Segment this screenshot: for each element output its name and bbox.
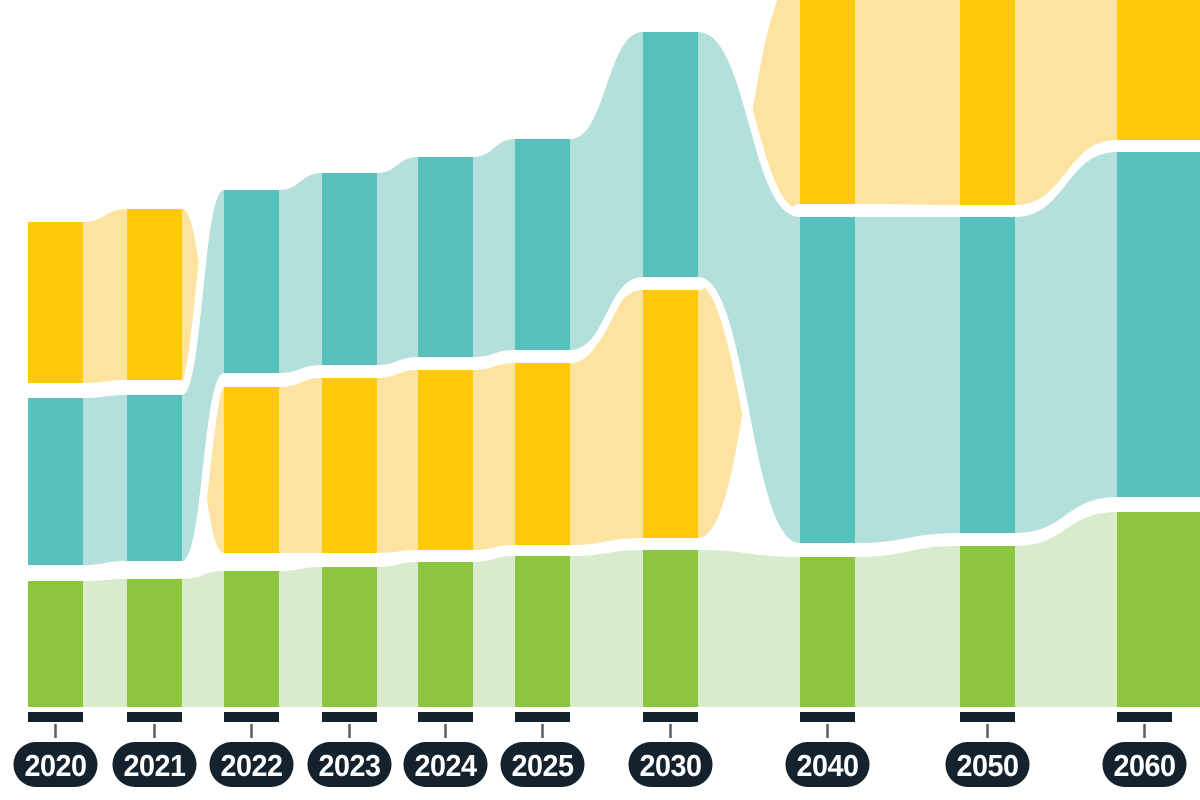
x-label-2020: 2020 (25, 748, 87, 783)
x-label-2040: 2040 (797, 748, 859, 783)
x-label-pill-2030 (628, 742, 713, 787)
x-label-2023: 2023 (319, 748, 381, 783)
x-label-pill-2021 (112, 742, 197, 787)
bar-2060-yellow (1117, 0, 1200, 140)
bar-2050-teal (960, 217, 1015, 533)
x-label-pill-2022 (209, 742, 294, 787)
bar-2050-green (960, 546, 1015, 707)
x-label-pill-2023 (307, 742, 392, 787)
axis-baseline-2025 (515, 712, 570, 722)
x-label-2050: 2050 (957, 748, 1019, 783)
flow-bands (20, 0, 1200, 715)
bar-2024-yellow (418, 370, 473, 550)
x-label-pill-2020 (13, 742, 98, 787)
axis-baseline-2050 (960, 712, 1015, 722)
bar-2023-green (322, 567, 377, 707)
bar-2040-green (800, 557, 855, 707)
x-label-pill-2050 (945, 742, 1030, 787)
axis-baseline-2020 (28, 712, 83, 722)
axis-baseline-2030 (643, 712, 698, 722)
bar-2030-green (643, 550, 698, 707)
axis-baseline-2024 (418, 712, 473, 722)
flow-band-green (28, 512, 1200, 707)
bar-2023-yellow (322, 378, 377, 553)
bar-2023-teal (322, 173, 377, 365)
flow-band-yellow (28, 0, 1200, 553)
bar-2060-green (1117, 512, 1200, 707)
bar-2020-yellow (28, 222, 83, 383)
bar-2040-yellow (800, 0, 855, 204)
x-label-2021: 2021 (124, 748, 186, 783)
bar-2020-teal (28, 398, 83, 565)
bar-2022-green (224, 571, 279, 707)
bar-2030-teal (643, 32, 698, 277)
x-label-pill-2024 (403, 742, 488, 787)
x-label-2030: 2030 (640, 748, 702, 783)
bar-2025-green (515, 556, 570, 707)
bar-2024-teal (418, 157, 473, 357)
bar-2022-teal (224, 190, 279, 373)
axis-baseline-2060 (1117, 712, 1172, 722)
x-label-pill-2040 (785, 742, 870, 787)
bar-2021-teal (127, 395, 182, 561)
bar-2025-teal (515, 139, 570, 350)
bar-2021-yellow (127, 209, 182, 380)
year-bars (28, 0, 1200, 707)
axis-baseline-2040 (800, 712, 855, 722)
x-label-pill-2025 (500, 742, 585, 787)
x-label-2025: 2025 (512, 748, 574, 783)
x-label-2060: 2060 (1114, 748, 1176, 783)
flow-band-teal (28, 32, 1200, 565)
axis-baseline-2021 (127, 712, 182, 722)
bar-2020-green (28, 581, 83, 707)
x-label-2024: 2024 (415, 748, 478, 783)
bar-2060-teal (1117, 152, 1200, 497)
bar-2050-yellow (960, 0, 1015, 205)
bar-2040-teal (800, 217, 855, 543)
axis-baseline-2023 (322, 712, 377, 722)
axis-baseline-2022 (224, 712, 279, 722)
bar-2022-yellow (224, 387, 279, 553)
bar-2024-green (418, 562, 473, 707)
bar-2021-green (127, 579, 182, 707)
bar-2025-yellow (515, 363, 570, 545)
bar-2030-yellow (643, 290, 698, 538)
x-label-pill-2060 (1102, 742, 1187, 787)
x-axis: 2020 2021 2022 2023 2024 2025 2030 2040 2050 2060 (13, 712, 1187, 787)
x-label-2022: 2022 (221, 748, 283, 783)
